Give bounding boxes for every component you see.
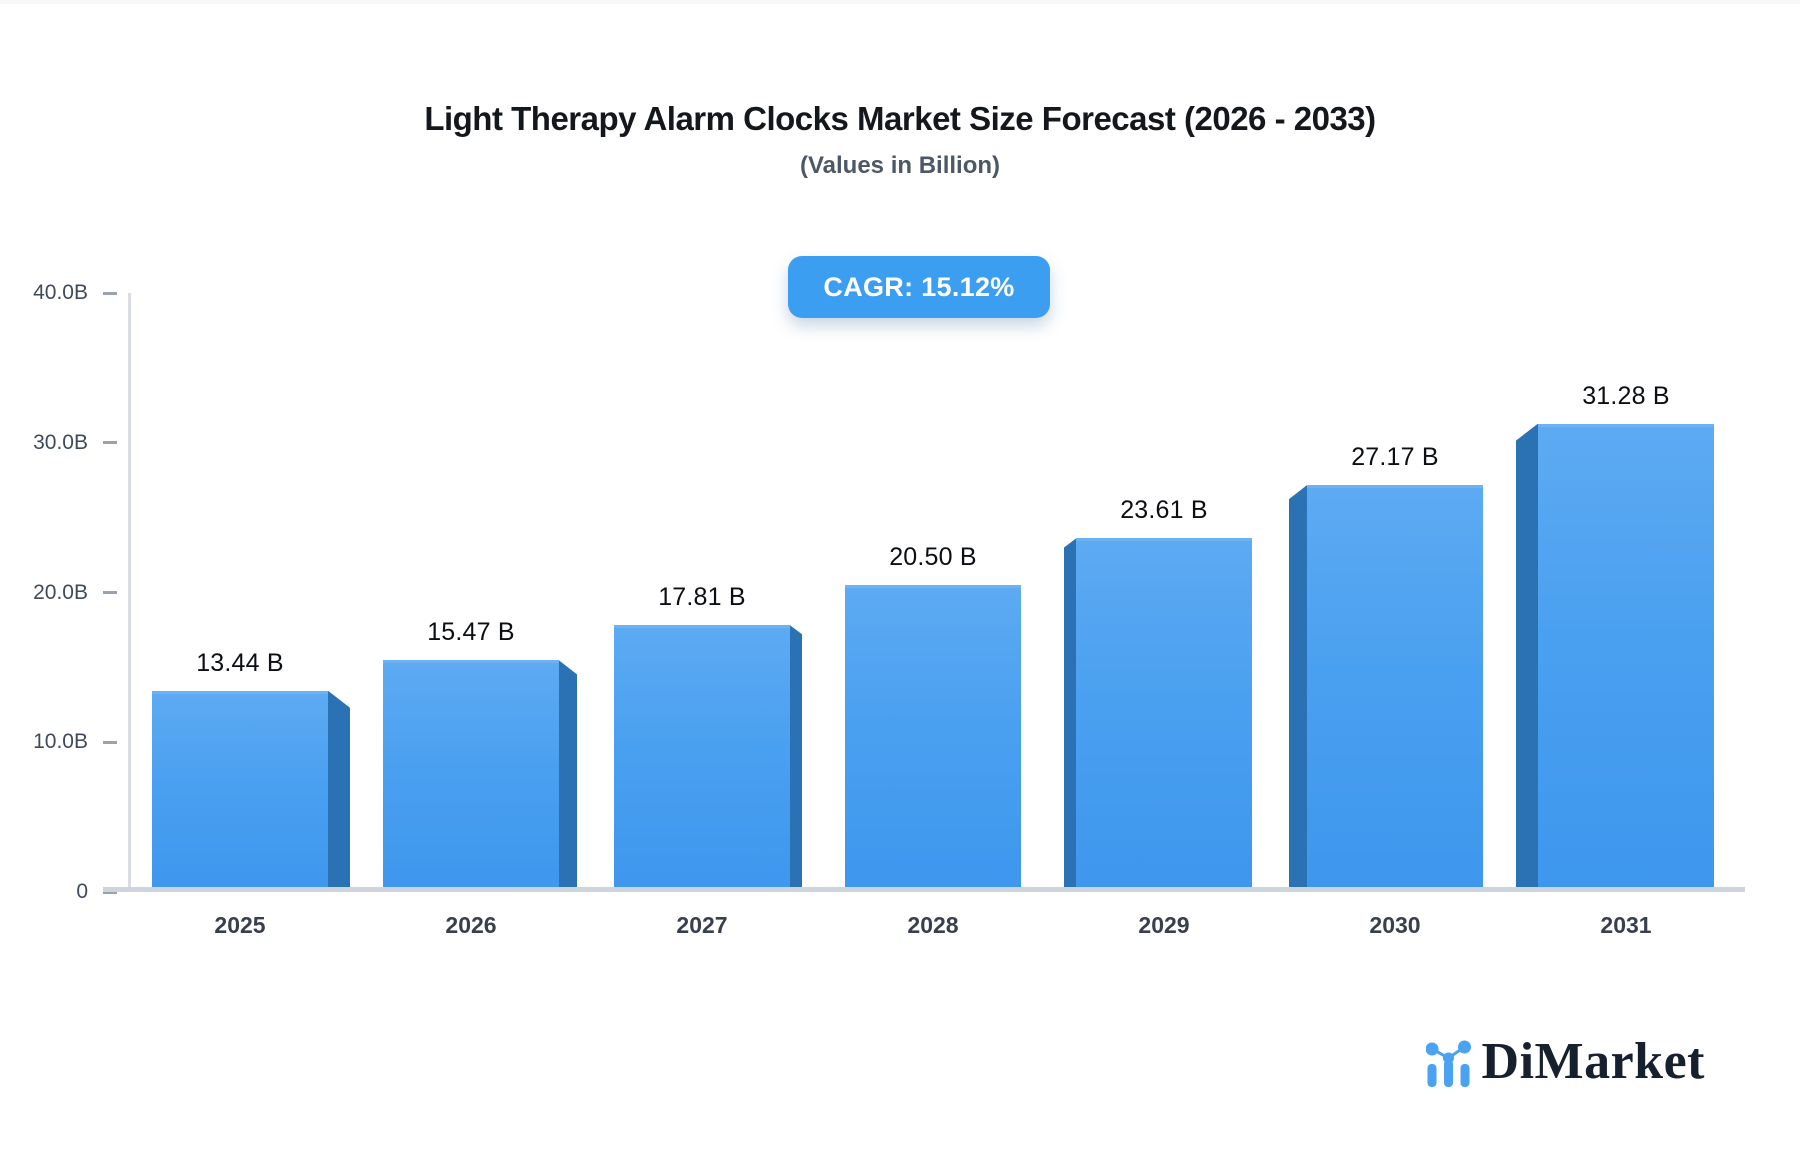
bar-3d-side xyxy=(1064,538,1076,892)
bar-3d-side xyxy=(790,625,802,892)
y-tick-label: 20.0B xyxy=(33,580,88,604)
brand-logo: DiMarket xyxy=(1425,1033,1705,1090)
bar-2028 xyxy=(845,585,1021,892)
chart-subtitle: (Values in Billion) xyxy=(799,152,1001,179)
y-tick-label: 10.0B xyxy=(33,730,88,754)
bar-2026 xyxy=(383,660,559,892)
y-tick-icon xyxy=(103,291,117,295)
y-tick-icon xyxy=(103,740,117,744)
bar-2031 xyxy=(1538,423,1714,892)
y-tick-icon xyxy=(103,441,117,445)
bar-3d-side xyxy=(559,660,577,892)
cagr-badge-label: CAGR: 15.12% xyxy=(823,271,1015,302)
chart-title: Light Therapy Alarm Clocks Market Size F… xyxy=(424,100,1376,137)
bar-value-label: 13.44 B xyxy=(196,648,284,677)
x-tick-label: 2027 xyxy=(676,912,728,938)
bar-value-label: 17.81 B xyxy=(658,583,746,612)
cagr-badge: CAGR: 15.12% xyxy=(788,256,1050,318)
y-tick-icon xyxy=(103,890,117,894)
x-tick-label: 2030 xyxy=(1369,912,1421,938)
x-tick-label: 2031 xyxy=(1600,912,1652,938)
bar-3d-side xyxy=(1289,485,1307,892)
bar-2025 xyxy=(152,690,328,892)
y-tick-icon xyxy=(103,591,117,594)
x-tick-label: 2026 xyxy=(445,912,497,938)
y-tick-label: 40.0B xyxy=(33,281,88,304)
x-tick-label: 2028 xyxy=(907,912,959,938)
y-tick-label: 0 xyxy=(76,880,88,903)
bar-value-label: 23.61 B xyxy=(1120,496,1208,525)
bar-2029 xyxy=(1076,538,1252,892)
y-tick-label: 30.0B xyxy=(33,430,88,454)
bar-3d-side xyxy=(1516,423,1538,892)
x-tick-label: 2025 xyxy=(214,912,266,938)
bar-value-label: 31.28 B xyxy=(1582,381,1670,410)
brand-name: DiMarket xyxy=(1481,1033,1705,1090)
bar-value-label: 15.47 B xyxy=(427,618,515,647)
dimarket-bars-icon xyxy=(1425,1038,1472,1088)
bar-value-label: 20.50 B xyxy=(889,543,977,571)
x-tick-label: 2029 xyxy=(1138,912,1190,938)
bar-3d-side xyxy=(328,690,350,892)
bar-value-label: 27.17 B xyxy=(1351,443,1439,472)
bar-2030 xyxy=(1307,485,1483,892)
bar-2027 xyxy=(614,625,790,892)
y-axis-line xyxy=(128,293,131,892)
x-axis-baseline xyxy=(103,887,1745,892)
